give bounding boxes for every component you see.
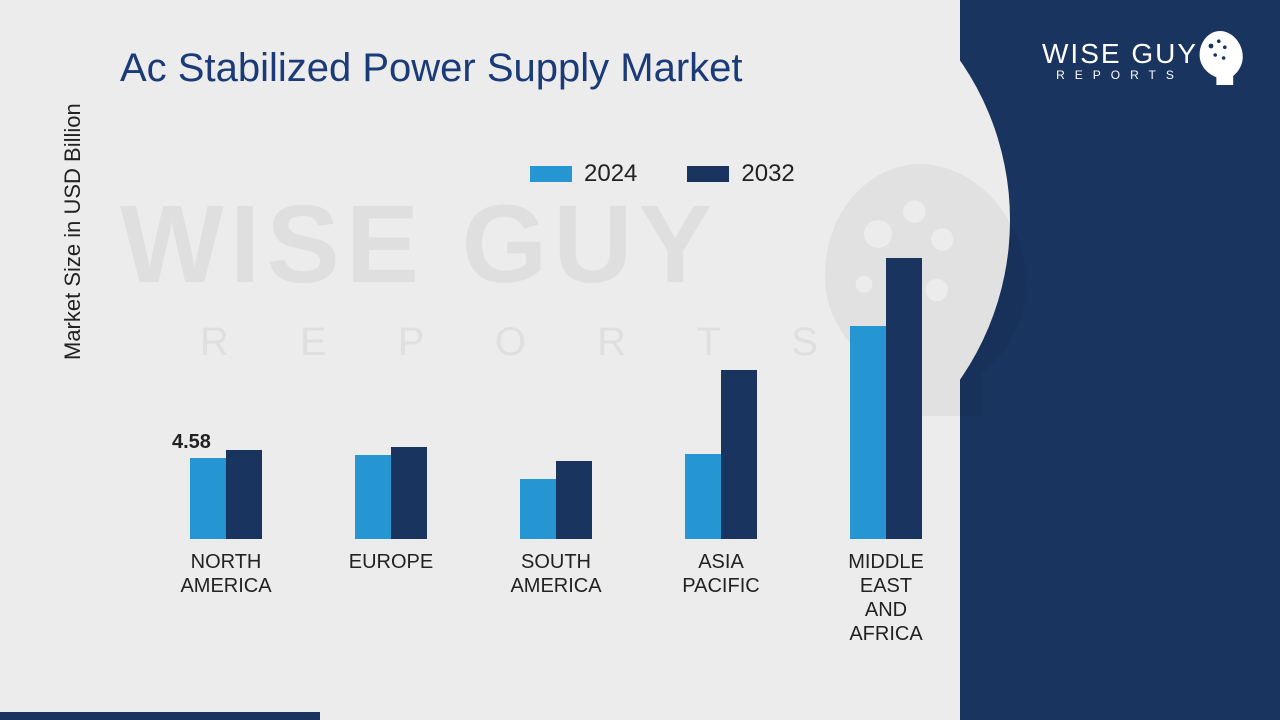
infographic-canvas: WISE GUY REPORTS WISE GUY R E P O R T S … (0, 0, 1280, 720)
y-axis-label: Market Size in USD Billion (60, 103, 86, 360)
bar-group (355, 447, 427, 539)
bar-group (685, 370, 757, 539)
legend-label-b: 2032 (741, 160, 794, 188)
logo-sub-text: REPORTS (1056, 68, 1184, 82)
bar-series-a (355, 455, 391, 539)
logo-main-text: WISE GUY (1042, 38, 1198, 70)
logo-head-icon (1190, 28, 1250, 88)
bar-series-b (721, 370, 757, 539)
legend-swatch-a (530, 166, 572, 182)
chart-area: Market Size in USD Billion 2024 2032 4.5… (110, 160, 950, 650)
legend-label-a: 2024 (584, 160, 637, 188)
legend-item-2024: 2024 (530, 160, 637, 188)
bar-series-a (850, 326, 886, 539)
bar-group (850, 258, 922, 539)
category-label: MIDDLEEASTANDAFRICA (848, 550, 924, 646)
chart-title: Ac Stabilized Power Supply Market (120, 46, 743, 91)
bar-series-a (190, 458, 226, 539)
chart-legend: 2024 2032 (530, 160, 795, 188)
bottom-accent-bar (0, 712, 320, 720)
bar-series-b (886, 258, 922, 539)
bar-series-b (556, 461, 592, 539)
bar-series-a (685, 454, 721, 539)
brand-logo: WISE GUY REPORTS (990, 20, 1250, 100)
legend-item-2032: 2032 (687, 160, 794, 188)
bar-group: 4.58 (190, 450, 262, 539)
bar-series-b (391, 447, 427, 539)
bar-value-label: 4.58 (172, 431, 211, 454)
category-label: NORTHAMERICA (180, 550, 271, 598)
bar-group (520, 461, 592, 539)
bar-series-a (520, 479, 556, 539)
category-label: ASIAPACIFIC (682, 550, 759, 598)
category-label: EUROPE (349, 550, 433, 574)
chart-plot: 4.58 (140, 220, 950, 540)
bar-series-b (226, 450, 262, 539)
legend-swatch-b (687, 166, 729, 182)
category-label: SOUTHAMERICA (510, 550, 601, 598)
